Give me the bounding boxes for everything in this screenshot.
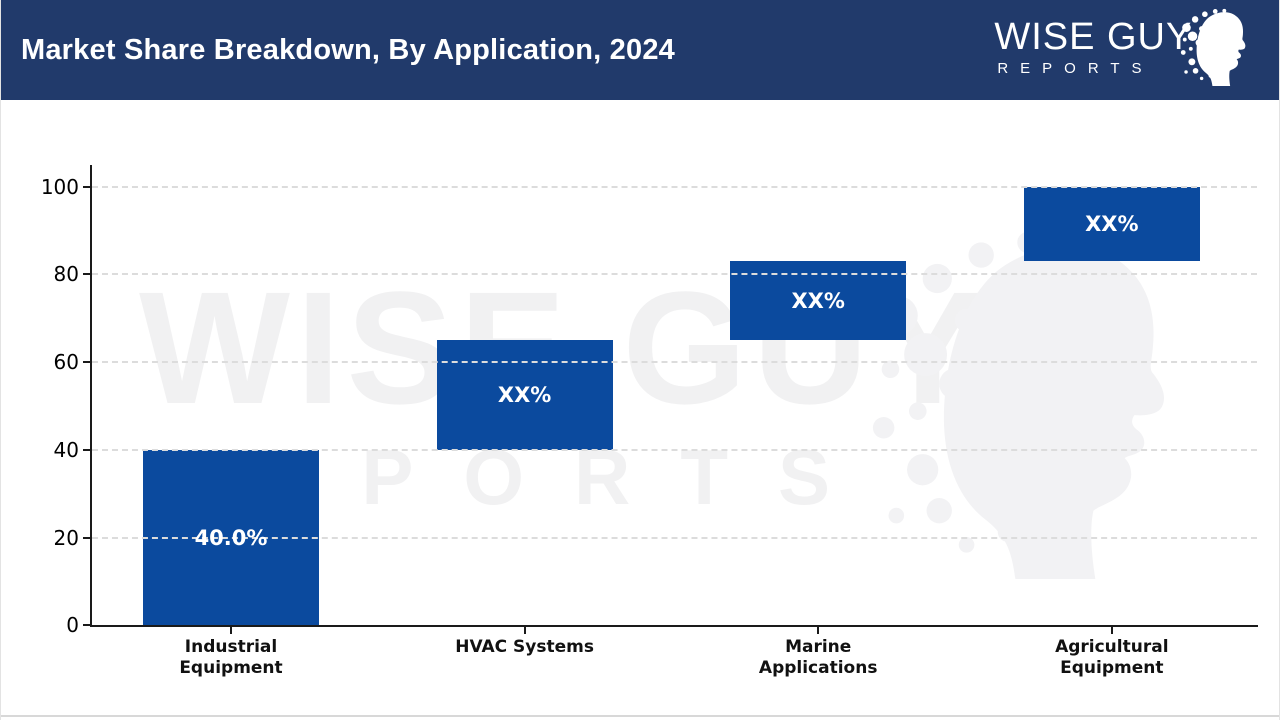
logo-wordmark: WISE GUY	[994, 16, 1193, 58]
y-tick-label: 0	[66, 613, 79, 638]
gridline	[92, 536, 1257, 539]
bar-value-label: XX%	[497, 382, 552, 407]
y-axis-line	[90, 165, 92, 627]
x-tick	[523, 627, 526, 634]
bar-value-label: 40.0%	[194, 525, 268, 550]
logo-subtext: REPORTS	[997, 60, 1154, 77]
logo-face-icon	[1181, 8, 1246, 86]
y-tick	[83, 361, 90, 364]
x-tick-label: Marine Applications	[758, 637, 878, 679]
bar-value-label: XX%	[1085, 211, 1139, 236]
x-tick-label: Industrial Equipment	[179, 637, 283, 679]
chart-plot-area: WISE GUY REPORTS 40.0% XX% XX% XX% 0 20 40 60 8…	[1, 100, 1279, 716]
x-tick	[1110, 627, 1113, 634]
gridline	[92, 448, 1257, 451]
gridline	[92, 185, 1257, 188]
gridline	[92, 361, 1257, 364]
bar	[1023, 186, 1200, 262]
y-tick	[83, 185, 90, 188]
chart-title: Market Share Breakdown, By Application, …	[21, 33, 675, 66]
x-tick-label: HVAC Systems	[455, 637, 594, 657]
y-tick	[83, 624, 90, 627]
header-bar: Market Share Breakdown, By Application, …	[1, 0, 1279, 100]
x-tick	[817, 627, 820, 634]
watermark-face-icon	[872, 230, 1165, 579]
y-tick-label: 20	[53, 525, 79, 550]
y-tick-label: 80	[53, 262, 79, 287]
gridline	[92, 273, 1257, 276]
x-axis-line	[90, 625, 1258, 627]
y-tick-label: 40	[53, 437, 79, 462]
y-tick-label: 60	[53, 350, 79, 375]
bottom-border	[1, 715, 1279, 717]
y-tick	[83, 273, 90, 276]
bar-value-label: XX%	[791, 288, 845, 313]
brand-logo: WISE GUY REPORTS	[994, 8, 1269, 86]
y-tick	[83, 448, 90, 451]
x-tick	[230, 627, 232, 634]
x-tick-label: Agricultural Equipment	[1055, 637, 1169, 679]
bar	[436, 340, 613, 450]
y-tick-label: 100	[40, 174, 79, 199]
y-tick	[83, 536, 90, 539]
